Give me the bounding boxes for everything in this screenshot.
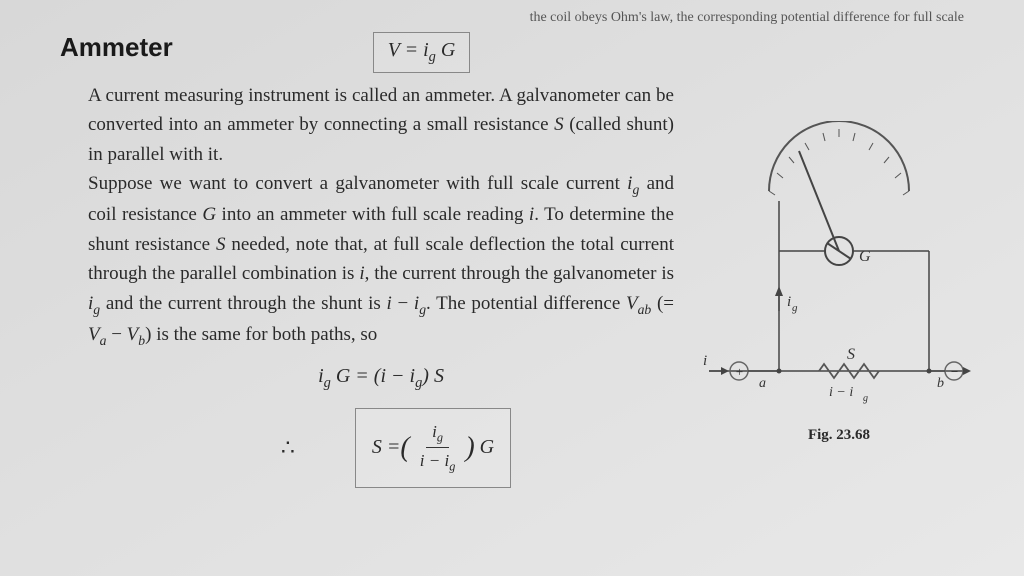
svg-text:i: i <box>787 294 791 310</box>
ammeter-circuit-diagram: G i g + − i a b S <box>699 121 979 421</box>
svg-text:+: + <box>735 364 744 379</box>
main-text: A current measuring instrument is called… <box>60 81 674 488</box>
svg-text:−: − <box>950 364 959 379</box>
content-area: A current measuring instrument is called… <box>60 81 984 488</box>
svg-text:b: b <box>937 376 944 391</box>
paragraph-2: Suppose we want to convert a galvanomete… <box>88 169 674 350</box>
equation-2-box: S = ( ig i − ig ) G <box>355 408 511 488</box>
svg-text:g: g <box>863 393 868 404</box>
figure-column: G i g + − i a b S <box>694 81 984 488</box>
equation-1: ig G = (i − ig) S <box>88 361 674 394</box>
therefore-symbol: ∴ <box>251 431 295 465</box>
section-title: Ammeter <box>60 32 173 63</box>
title-row: Ammeter V = ig G <box>60 32 984 73</box>
header-fragment: the coil obeys Ohm's law, the correspond… <box>60 10 984 26</box>
equation-2-row: ∴ S = ( ig i − ig ) G <box>88 408 674 488</box>
svg-text:g: g <box>792 302 798 314</box>
svg-text:S: S <box>847 346 855 363</box>
equations: ig G = (i − ig) S ∴ S = ( ig i − ig ) G <box>88 361 674 488</box>
formula-top: V = ig G <box>373 32 471 73</box>
figure-caption: Fig. 23.68 <box>808 427 870 444</box>
paragraph-1: A current measuring instrument is called… <box>88 81 674 169</box>
svg-text:i: i <box>703 353 707 369</box>
svg-text:a: a <box>759 376 766 391</box>
svg-text:i − i: i − i <box>829 385 853 400</box>
